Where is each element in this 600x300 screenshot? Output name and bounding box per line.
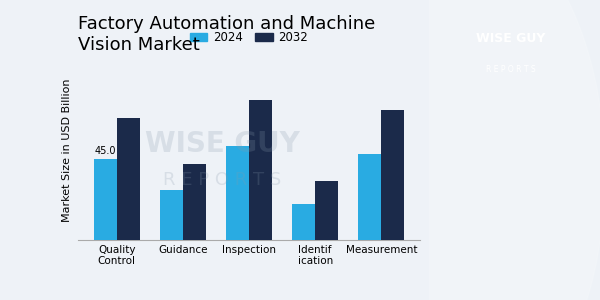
- Bar: [183, 164, 206, 240]
- Bar: [249, 100, 272, 240]
- Circle shape: [304, 0, 600, 300]
- Legend: 2024, 2032: 2024, 2032: [185, 26, 313, 49]
- Y-axis label: Market Size in USD Billion: Market Size in USD Billion: [62, 78, 73, 222]
- Bar: [94, 159, 116, 240]
- Bar: [315, 181, 338, 240]
- Bar: [358, 154, 382, 240]
- Text: WISE GUY: WISE GUY: [145, 130, 299, 158]
- Bar: [226, 146, 249, 240]
- Text: R E P O R T S: R E P O R T S: [486, 64, 536, 74]
- Bar: [116, 118, 140, 240]
- Text: Factory Automation and Machine
Vision Market: Factory Automation and Machine Vision Ma…: [78, 15, 375, 54]
- Bar: [292, 204, 315, 240]
- Bar: [160, 190, 183, 240]
- Text: 45.0: 45.0: [94, 146, 116, 156]
- Text: R E P O R T S: R E P O R T S: [163, 171, 281, 189]
- Bar: [382, 110, 404, 240]
- Text: WISE GUY: WISE GUY: [476, 32, 546, 46]
